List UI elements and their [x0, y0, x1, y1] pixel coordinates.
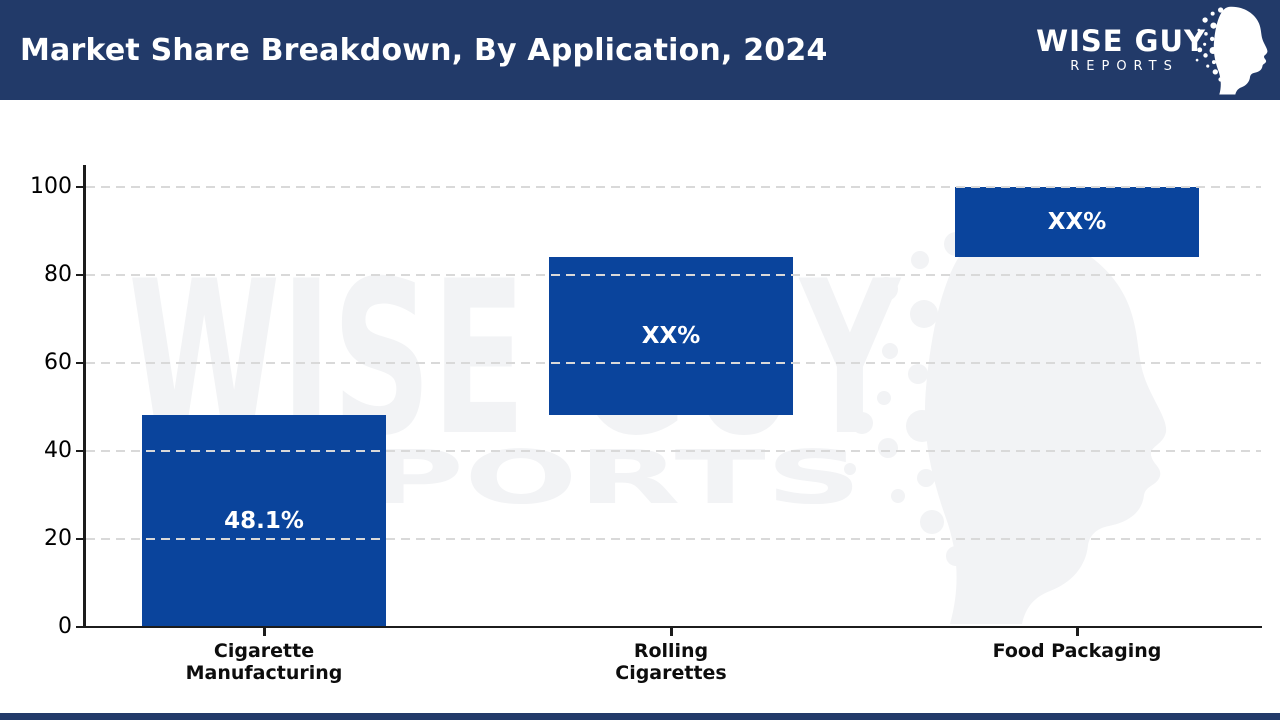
y-axis-labels: 0 20 40 60 80 100 [14, 165, 72, 639]
x-label-food-packaging: Food Packaging [992, 640, 1162, 662]
y-tick-label: 60 [44, 350, 72, 375]
grid-line [86, 274, 1261, 276]
x-tick-mark [670, 628, 673, 636]
y-tick-mark [76, 626, 84, 628]
x-tick-mark [263, 628, 266, 636]
y-axis [83, 165, 86, 628]
y-tick-label: 80 [44, 262, 72, 287]
grid-line [86, 450, 1261, 452]
grid-line [86, 186, 1261, 188]
bar-food-packaging: XX% [955, 187, 1199, 258]
bar-rolling-cigarettes: XX% [549, 257, 793, 416]
plot-area: 48.1% Cigarette Manufacturing XX% Rolling C… [76, 165, 1262, 684]
x-tick-mark [1076, 628, 1079, 636]
y-tick-label: 100 [30, 174, 72, 199]
logo-subtitle: REPORTS [1070, 59, 1179, 74]
y-tick-mark [76, 450, 84, 452]
y-tick-mark [76, 274, 84, 276]
logo-wordmark: WISE GUY [1036, 24, 1206, 58]
bar-value-label: 48.1% [224, 508, 304, 535]
grid-line [86, 362, 1261, 364]
y-tick-mark [76, 186, 84, 188]
header: Market Share Breakdown, By Application, … [0, 0, 1280, 100]
y-tick-label: 40 [44, 438, 72, 463]
x-axis [83, 625, 1262, 628]
bar-value-label: XX% [641, 323, 701, 350]
x-label-cigarette-manufacturing: Cigarette Manufacturing [185, 640, 343, 685]
bar-value-label: XX% [1047, 209, 1107, 236]
bar-cigarette-manufacturing: 48.1% [142, 415, 386, 627]
logo-text: WISE GUY REPORTS [1036, 24, 1206, 74]
y-tick-label: 20 [44, 526, 72, 551]
y-tick-mark [76, 538, 84, 540]
page-title: Market Share Breakdown, By Application, … [20, 32, 828, 68]
wiseguy-logo: WISE GUY REPORTS [1036, 6, 1268, 95]
y-tick-label: 0 [58, 614, 72, 639]
y-tick-mark [76, 362, 84, 364]
x-label-rolling-cigarettes: Rolling Cigarettes [615, 640, 727, 685]
grid-line [86, 538, 1261, 540]
footer-strip [0, 713, 1280, 720]
